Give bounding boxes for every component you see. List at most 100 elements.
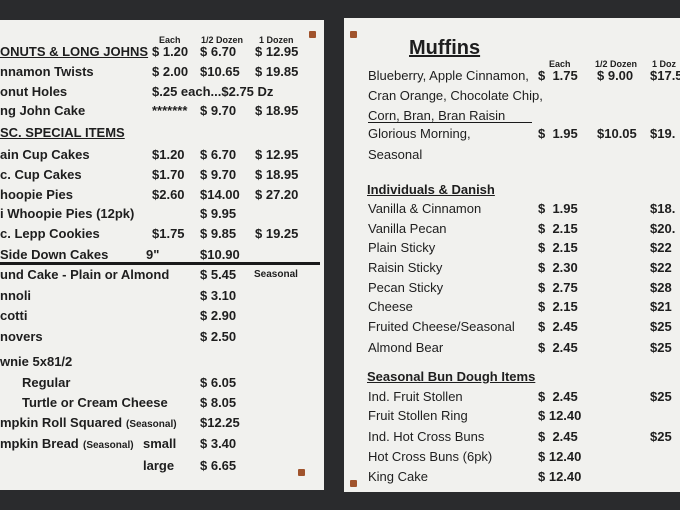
price-dozen: $ 19.25 xyxy=(255,226,299,241)
price-each: large xyxy=(143,458,175,473)
price-dozen: $ 19.85 xyxy=(255,64,299,79)
price-dozen: $17.5 xyxy=(650,68,680,83)
price-each: $ 2.45 xyxy=(538,389,578,404)
price-dozen: $25 xyxy=(650,340,672,355)
price-half-dozen: $10.65 xyxy=(200,64,240,79)
item-name: Fruited Cheese/Seasonal xyxy=(368,319,515,334)
price-half-dozen: $ 2.50 xyxy=(200,329,237,344)
pin xyxy=(298,469,305,476)
item-name: novers xyxy=(0,329,43,344)
item-name: Seasonal xyxy=(368,147,423,162)
price-each: $ 1.95 xyxy=(538,201,578,216)
price-each: $ 2.45 xyxy=(538,340,578,355)
column-header: 1 Doz xyxy=(652,59,677,69)
item-name: King Cake xyxy=(368,469,428,484)
price-half-dozen: $ 6.65 xyxy=(200,458,237,473)
price-dozen: $ 27.20 xyxy=(255,187,299,202)
price-half-dozen: $14.00 xyxy=(200,187,240,202)
price-half-dozen: $ 8.05 xyxy=(200,395,237,410)
price-each: $ 2.15 xyxy=(538,240,578,255)
price-half-dozen: $ 6.70 xyxy=(200,147,237,162)
price-each: $ 1.75 xyxy=(538,68,578,83)
price-dozen: $25 xyxy=(650,319,672,334)
price-dozen: $19. xyxy=(650,126,676,141)
price-dozen: $18. xyxy=(650,201,676,216)
item-name: Plain Sticky xyxy=(368,240,436,255)
price-each: $.25 each...$2.75 Dz xyxy=(152,84,274,99)
section-heading: SC. SPECIAL ITEMS xyxy=(0,125,125,140)
left-menu-board: Each 1/2 Dozen 1 Dozen ONUTS & LONG JOHN… xyxy=(0,20,324,490)
item-name: nnoli xyxy=(0,288,32,303)
item-name: Corn, Bran, Bran Raisin xyxy=(368,108,506,123)
price-half-dozen: $ 6.70 xyxy=(200,44,237,59)
item-name: Vanilla & Cinnamon xyxy=(368,201,482,216)
price-half-dozen: $10.05 xyxy=(597,126,637,141)
price-each: $ 1.95 xyxy=(538,126,578,141)
item-name: ng John Cake xyxy=(0,103,86,118)
price-dozen: $20. xyxy=(650,221,676,236)
price-dozen: $ 18.95 xyxy=(255,103,299,118)
item-name: Vanilla Pecan xyxy=(368,221,447,236)
item-name: Side Down Cakes xyxy=(0,247,109,262)
price-each: $1.70 xyxy=(152,167,185,182)
item-name: Ind. Fruit Stollen xyxy=(368,389,463,404)
item-name: Pecan Sticky xyxy=(368,280,444,295)
item-name: mpkin Roll Squared xyxy=(0,415,123,430)
price-dozen: $22 xyxy=(650,240,672,255)
price-each: $ 12.40 xyxy=(538,449,582,464)
column-header: 1 Dozen xyxy=(259,35,294,45)
price-half-dozen: $ 9.70 xyxy=(200,167,237,182)
item-name: Hot Cross Buns (6pk) xyxy=(368,449,493,464)
price-each: $1.20 xyxy=(152,147,185,162)
price-each: $ 1.20 xyxy=(152,44,189,59)
price-each: $ 2.00 xyxy=(152,64,189,79)
price-each: $ 2.30 xyxy=(538,260,578,275)
price-each: $ 2.15 xyxy=(538,221,578,236)
item-note: (Seasonal) xyxy=(83,440,134,451)
pin xyxy=(309,31,316,38)
price-each: $ 2.75 xyxy=(538,280,578,295)
price-half-dozen: $10.90 xyxy=(200,247,240,262)
price-half-dozen: $12.25 xyxy=(200,415,240,430)
section-heading: ONUTS & LONG JOHNS xyxy=(0,44,149,59)
price-each: $2.60 xyxy=(152,187,185,202)
section-heading: Individuals & Danish xyxy=(367,182,495,197)
price-dozen: $ 12.95 xyxy=(255,44,299,59)
column-header: Each xyxy=(549,59,571,69)
price-each: $ 2.45 xyxy=(538,429,578,444)
price-each: $ 12.40 xyxy=(538,408,582,423)
price-dozen: $25 xyxy=(650,389,672,404)
price-each: $ 12.40 xyxy=(538,469,582,484)
item-name: wnie 5x81/2 xyxy=(0,354,73,369)
item-name: Raisin Sticky xyxy=(368,260,443,275)
item-name: onut Holes xyxy=(0,84,68,99)
pin xyxy=(350,480,357,487)
price-each: $1.75 xyxy=(152,226,185,241)
price-half-dozen: $ 9.85 xyxy=(200,226,237,241)
rule xyxy=(368,122,532,123)
item-name: Blueberry, Apple Cinnamon, xyxy=(368,68,529,83)
price-each: small xyxy=(143,436,177,451)
item-name: cotti xyxy=(0,308,28,323)
column-header: 1/2 Dozen xyxy=(201,35,244,45)
price-each: $ 2.45 xyxy=(538,319,578,334)
item-name: ain Cup Cakes xyxy=(0,147,90,162)
price-half-dozen: $ 9.95 xyxy=(200,206,237,221)
item-name: nnamon Twists xyxy=(0,64,94,79)
item-name: Cran Orange, Chocolate Chip, xyxy=(368,88,543,103)
price-dozen: $21 xyxy=(650,299,672,314)
price-dozen: Seasonal xyxy=(254,269,298,280)
price-half-dozen: $ 9.70 xyxy=(200,103,237,118)
item-name: c. Lepp Cookies xyxy=(0,226,100,241)
item-name: Turtle or Cream Cheese xyxy=(22,395,168,410)
rule xyxy=(0,262,320,265)
item-note: (Seasonal) xyxy=(126,419,177,430)
price-half-dozen: $ 3.10 xyxy=(200,288,237,303)
item-name: Ind. Hot Cross Buns xyxy=(368,429,485,444)
price-dozen: $28 xyxy=(650,280,672,295)
item-name: Glorious Morning, xyxy=(368,126,471,141)
price-each: 9" xyxy=(146,247,160,262)
price-dozen: $ 18.95 xyxy=(255,167,299,182)
item-name: i Whoopie Pies (12pk) xyxy=(0,206,135,221)
